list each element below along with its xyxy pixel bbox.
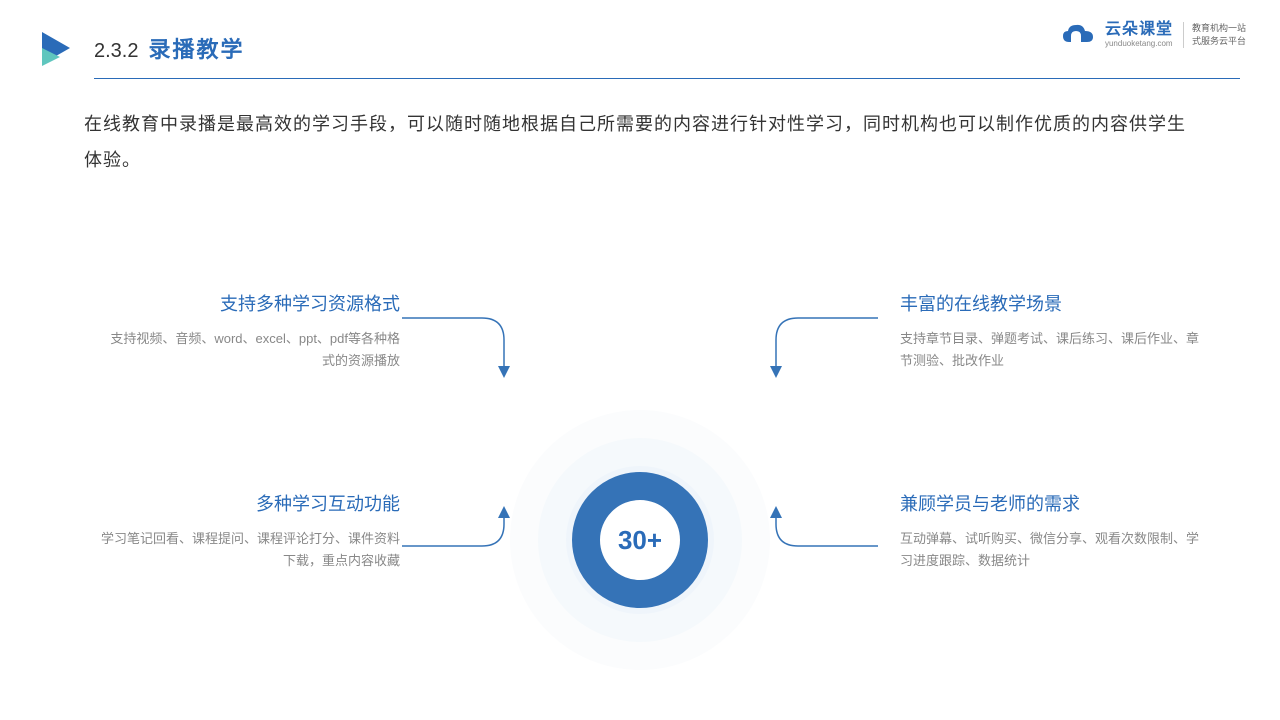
feature-bottom-left: 多种学习互动功能 学习笔记回看、课程提问、课程评论打分、课件资料下载，重点内容收… [100, 490, 400, 572]
intro-paragraph: 在线教育中录播是最高效的学习手段，可以随时随地根据自己所需要的内容进行针对性学习… [0, 66, 1280, 178]
brand-logo: 云朵课堂 yunduoketang.com 教育机构一站 式服务云平台 [1061, 22, 1246, 48]
feature-top-left: 支持多种学习资源格式 支持视频、音频、word、excel、ppt、pdf等各种… [100, 290, 400, 372]
feature-title: 兼顾学员与老师的需求 [900, 490, 1200, 516]
section-heading: 2.3.2 录播教学 [94, 32, 245, 64]
connector-top-right [728, 310, 878, 400]
center-circle: 30+ [510, 410, 770, 670]
feature-top-right: 丰富的在线教学场景 支持章节目录、弹题考试、课后练习、课后作业、章节测验、批改作… [900, 290, 1200, 372]
feature-title: 支持多种学习资源格式 [100, 290, 400, 316]
section-number: 2.3.2 [94, 40, 138, 63]
logo-brand-name: 云朵课堂 [1105, 22, 1173, 38]
feature-title: 多种学习互动功能 [100, 490, 400, 516]
feature-desc: 支持视频、音频、word、excel、ppt、pdf等各种格式的资源播放 [100, 328, 400, 372]
center-value: 30+ [618, 525, 662, 556]
logo-domain: yunduoketang.com [1105, 40, 1173, 48]
title-underline [94, 78, 1240, 79]
feature-desc: 学习笔记回看、课程提问、课程评论打分、课件资料下载，重点内容收藏 [100, 528, 400, 572]
play-arrow-icon [40, 30, 76, 66]
feature-desc: 支持章节目录、弹题考试、课后练习、课后作业、章节测验、批改作业 [900, 328, 1200, 372]
connector-top-left [402, 310, 552, 400]
center-ring: 30+ [572, 472, 708, 608]
feature-desc: 互动弹幕、试听购买、微信分享、观看次数限制、学习进度跟踪、数据统计 [900, 528, 1200, 572]
cloud-icon [1061, 22, 1095, 48]
section-title: 录播教学 [148, 32, 244, 64]
logo-tagline-line2: 式服务云平台 [1192, 35, 1246, 48]
feature-title: 丰富的在线教学场景 [900, 290, 1200, 316]
logo-tagline-line1: 教育机构一站 [1192, 22, 1246, 35]
feature-diagram: 30+ 支持多种学习资源格式 支持视频、音频、word、excel、ppt、pd… [0, 250, 1280, 720]
feature-bottom-right: 兼顾学员与老师的需求 互动弹幕、试听购买、微信分享、观看次数限制、学习进度跟踪、… [900, 490, 1200, 572]
logo-tagline: 教育机构一站 式服务云平台 [1183, 22, 1246, 47]
